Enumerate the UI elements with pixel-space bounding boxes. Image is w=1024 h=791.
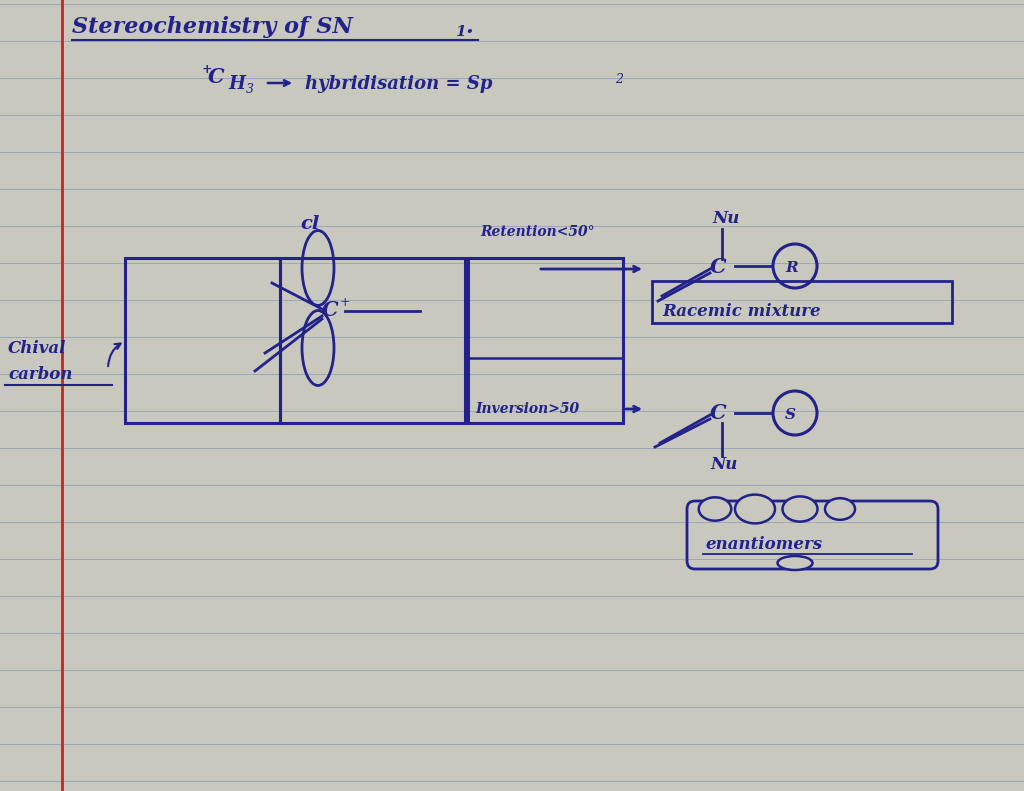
Text: Stereochemistry of SN: Stereochemistry of SN <box>72 16 353 38</box>
Text: carbon: carbon <box>8 366 73 383</box>
Ellipse shape <box>698 498 731 520</box>
Ellipse shape <box>777 556 812 570</box>
Text: C: C <box>208 67 224 87</box>
Bar <box>468 358 623 423</box>
Bar <box>280 258 465 423</box>
Text: cl: cl <box>300 215 319 233</box>
Text: 3: 3 <box>246 83 254 96</box>
Text: R: R <box>785 261 798 275</box>
Text: Inversion>50: Inversion>50 <box>475 402 580 416</box>
Ellipse shape <box>735 494 775 524</box>
Text: Racemic mixture: Racemic mixture <box>662 303 820 320</box>
Text: .: . <box>465 16 473 38</box>
Bar <box>125 258 280 423</box>
Text: H: H <box>228 75 245 93</box>
Bar <box>652 281 952 323</box>
Text: Retention<50°: Retention<50° <box>480 225 595 239</box>
Text: C: C <box>322 300 339 320</box>
Text: +: + <box>202 63 213 76</box>
Text: C: C <box>710 403 727 423</box>
Text: 1: 1 <box>455 25 466 39</box>
Text: enantiomers: enantiomers <box>705 536 822 553</box>
Text: Nu: Nu <box>710 456 737 473</box>
Text: S: S <box>785 408 796 422</box>
Text: hybridisation = Sp: hybridisation = Sp <box>305 75 493 93</box>
Text: Chival: Chival <box>8 340 67 357</box>
Text: 2: 2 <box>615 73 623 86</box>
Text: C: C <box>710 257 727 277</box>
Text: +: + <box>340 296 350 309</box>
Bar <box>468 258 623 423</box>
Ellipse shape <box>825 498 855 520</box>
Ellipse shape <box>782 497 817 521</box>
Text: Nu: Nu <box>712 210 739 227</box>
